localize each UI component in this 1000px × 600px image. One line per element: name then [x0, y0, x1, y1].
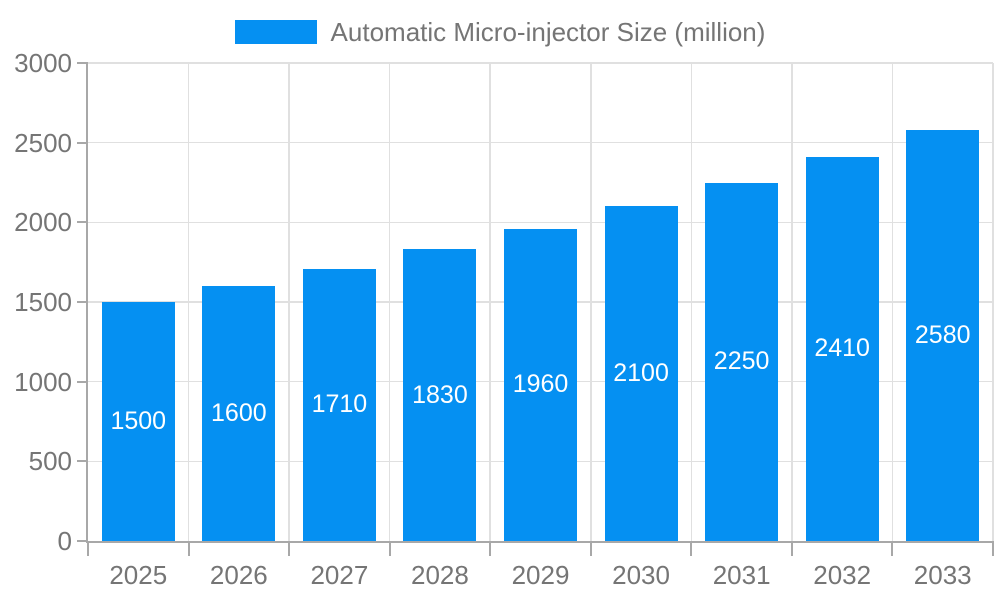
bar-value-label: 2580: [914, 320, 971, 349]
x-gridline: [489, 63, 491, 541]
y-axis-tick-label: 500: [28, 446, 72, 477]
x-axis-tick: [187, 541, 190, 556]
x-gridline: [891, 63, 894, 541]
x-axis-tick: [388, 541, 391, 556]
bar-2031[interactable]: 2250: [705, 182, 779, 541]
legend-swatch[interactable]: [234, 20, 317, 44]
x-axis-tick-label: 2033: [913, 560, 972, 590]
bar-value-label: 1960: [512, 370, 569, 399]
x-axis-tick-label: 2026: [209, 560, 268, 590]
x-axis-tick: [288, 541, 291, 556]
y-axis-tick: [77, 540, 88, 542]
y-axis-tick-label: 1500: [14, 287, 72, 317]
bar-value-label: 1830: [412, 380, 468, 409]
y-axis-tick: [77, 460, 88, 463]
x-axis-tick-label: 2031: [712, 560, 771, 590]
x-gridline: [791, 63, 793, 541]
x-axis-tick-label: 2030: [612, 560, 670, 590]
x-gridline: [288, 63, 290, 541]
bar-value-label: 1710: [311, 390, 368, 419]
x-axis-tick: [489, 541, 492, 556]
y-axis-tick-label: 0: [57, 526, 72, 556]
x-gridline: [992, 63, 994, 541]
bar-value-label: 2410: [814, 334, 870, 363]
y-axis-tick-label: 2000: [14, 207, 72, 238]
x-axis-tick: [690, 541, 693, 556]
x-axis-line: [86, 541, 993, 543]
x-gridline: [690, 63, 693, 541]
x-axis-tick: [87, 541, 89, 556]
bar-2026[interactable]: 1600: [202, 286, 276, 541]
x-gridline: [590, 63, 592, 541]
y-axis-tick: [77, 141, 88, 144]
legend-label[interactable]: Automatic Micro-injector Size (million): [330, 17, 766, 47]
y-axis-tick: [77, 62, 88, 64]
bar-value-label: 2250: [713, 347, 770, 376]
x-axis-tick: [891, 541, 894, 556]
x-axis-tick-label: 2032: [813, 560, 872, 590]
x-gridline: [388, 63, 391, 541]
x-axis-tick-label: 2029: [511, 560, 570, 590]
bar-2032[interactable]: 2410: [805, 157, 879, 541]
bar-value-label: 1600: [211, 399, 267, 428]
y-axis-tick-label: 2500: [14, 127, 72, 158]
x-axis-tick: [992, 541, 994, 556]
y-axis-tick: [77, 380, 88, 383]
y-axis-tick: [77, 221, 88, 224]
bar-2030[interactable]: 2100: [604, 206, 678, 541]
bar-2033[interactable]: 2580: [906, 129, 980, 541]
bar-2025[interactable]: 1500: [101, 302, 175, 541]
y-gridline: [88, 62, 993, 64]
bar-value-label: 1500: [110, 407, 167, 435]
x-axis-tick: [589, 541, 592, 556]
y-gridline: [88, 141, 993, 144]
y-gridline: [88, 221, 993, 224]
x-gridline: [187, 63, 190, 541]
x-axis-tick: [790, 541, 793, 556]
x-axis-tick-label: 2025: [109, 560, 168, 590]
x-axis-tick-label: 2027: [310, 560, 369, 590]
x-axis-tick-label: 2028: [411, 560, 469, 590]
y-axis-line: [86, 63, 88, 541]
y-axis-tick-label: 3000: [14, 48, 72, 78]
y-axis-tick: [77, 301, 88, 303]
legend[interactable]: Automatic Micro-injector Size (million): [0, 17, 1000, 47]
bar-2027[interactable]: 1710: [302, 268, 376, 541]
bar-value-label: 2100: [613, 359, 669, 388]
bar-2028[interactable]: 1830: [403, 249, 477, 541]
y-axis-tick-label: 1000: [14, 366, 72, 397]
bar-2029[interactable]: 1960: [504, 228, 577, 541]
